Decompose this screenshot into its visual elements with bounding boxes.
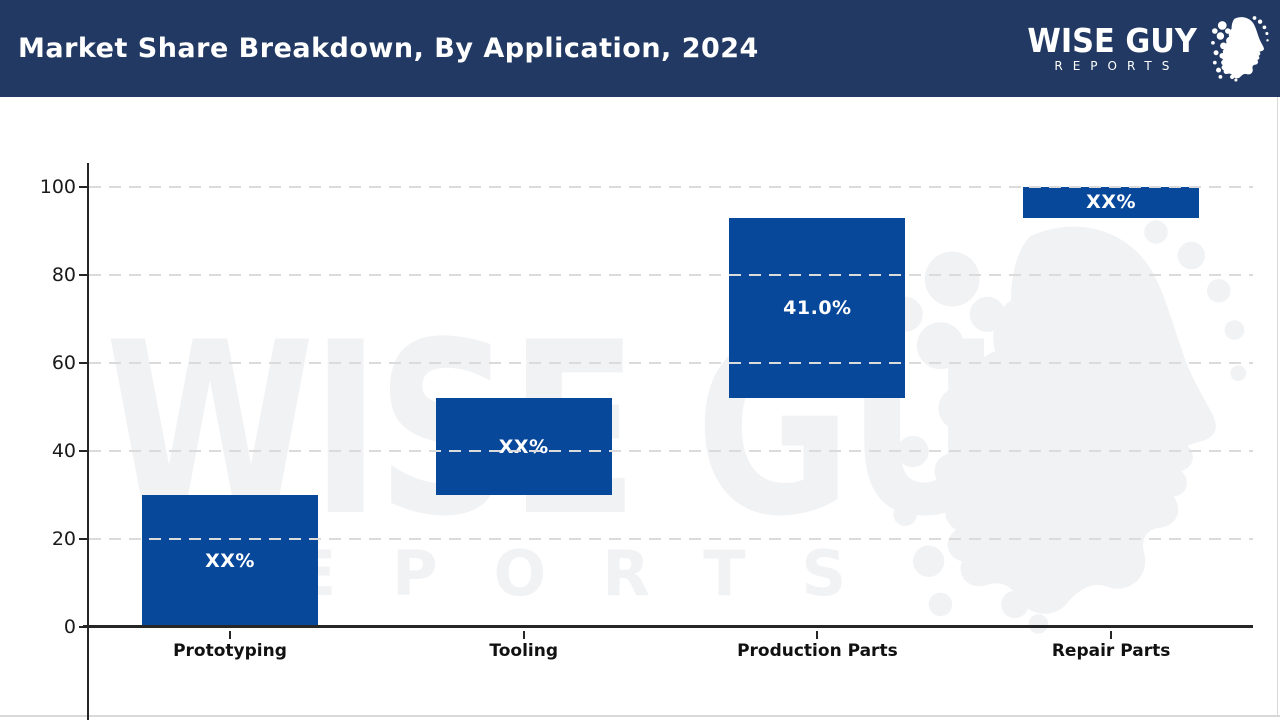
y-tick-mark-80 bbox=[79, 274, 88, 276]
y-tick-label-60: 60 bbox=[51, 352, 76, 374]
y-tick-label-80: 80 bbox=[51, 264, 76, 286]
right-border bbox=[1277, 97, 1278, 717]
x-tick-mark bbox=[229, 631, 231, 639]
x-tick-label-repair-parts: Repair Parts bbox=[1051, 641, 1171, 661]
logo-subtitle: REPORTS bbox=[1054, 58, 1180, 73]
gridline-100 bbox=[89, 186, 1253, 188]
y-tick-label-40: 40 bbox=[51, 440, 76, 462]
x-tick-label-prototyping: Prototyping bbox=[173, 641, 287, 661]
x-tick-label-tooling: Tooling bbox=[489, 641, 558, 661]
bar-value-label: XX% bbox=[205, 550, 255, 572]
bar-production-parts: 41.0% bbox=[729, 217, 906, 399]
x-tick-mark bbox=[522, 631, 525, 639]
logo-wordmark: WISE GUY bbox=[1027, 20, 1197, 60]
y-tick-mark-20 bbox=[79, 538, 88, 540]
gridline-80 bbox=[89, 274, 1253, 276]
bottom-border bbox=[0, 715, 1280, 717]
wiseguy-logo: WISE GUY REPORTS bbox=[1020, 0, 1270, 97]
gridline-60 bbox=[89, 362, 1253, 364]
y-tick-mark-40 bbox=[79, 450, 88, 452]
bar-value-label: XX% bbox=[1086, 191, 1137, 214]
x-tick-mark bbox=[1110, 631, 1113, 639]
y-tick-mark-0 bbox=[79, 626, 88, 628]
bar-repair-parts: XX% bbox=[1023, 187, 1200, 218]
header: Market Share Breakdown, By Application, … bbox=[0, 0, 1280, 97]
y-axis-line bbox=[87, 163, 89, 720]
x-axis-line bbox=[83, 625, 1253, 628]
bar-value-label: 41.0% bbox=[783, 296, 852, 319]
y-tick-mark-60 bbox=[79, 362, 88, 364]
y-tick-label-0: 0 bbox=[63, 616, 76, 638]
y-tick-label-100: 100 bbox=[39, 176, 76, 198]
y-tick-label-20: 20 bbox=[51, 528, 76, 550]
gridline-20 bbox=[89, 538, 1253, 540]
x-tick-mark bbox=[816, 631, 819, 639]
y-tick-mark-100 bbox=[79, 186, 88, 188]
x-tick-label-production-parts: Production Parts bbox=[737, 641, 898, 661]
bar-tooling: XX% bbox=[435, 398, 612, 495]
page-title: Market Share Breakdown, By Application, … bbox=[18, 33, 759, 64]
gridline-40 bbox=[89, 450, 1253, 452]
logo-text: WISE GUY REPORTS bbox=[1020, 20, 1204, 73]
bar-value-label: XX% bbox=[498, 435, 549, 458]
chart-area: WISE GUY REPORTS XX% XX% 41.0% XX% 0 20 40 60 8… bbox=[0, 97, 1280, 720]
bar-prototyping: XX% bbox=[142, 495, 318, 627]
